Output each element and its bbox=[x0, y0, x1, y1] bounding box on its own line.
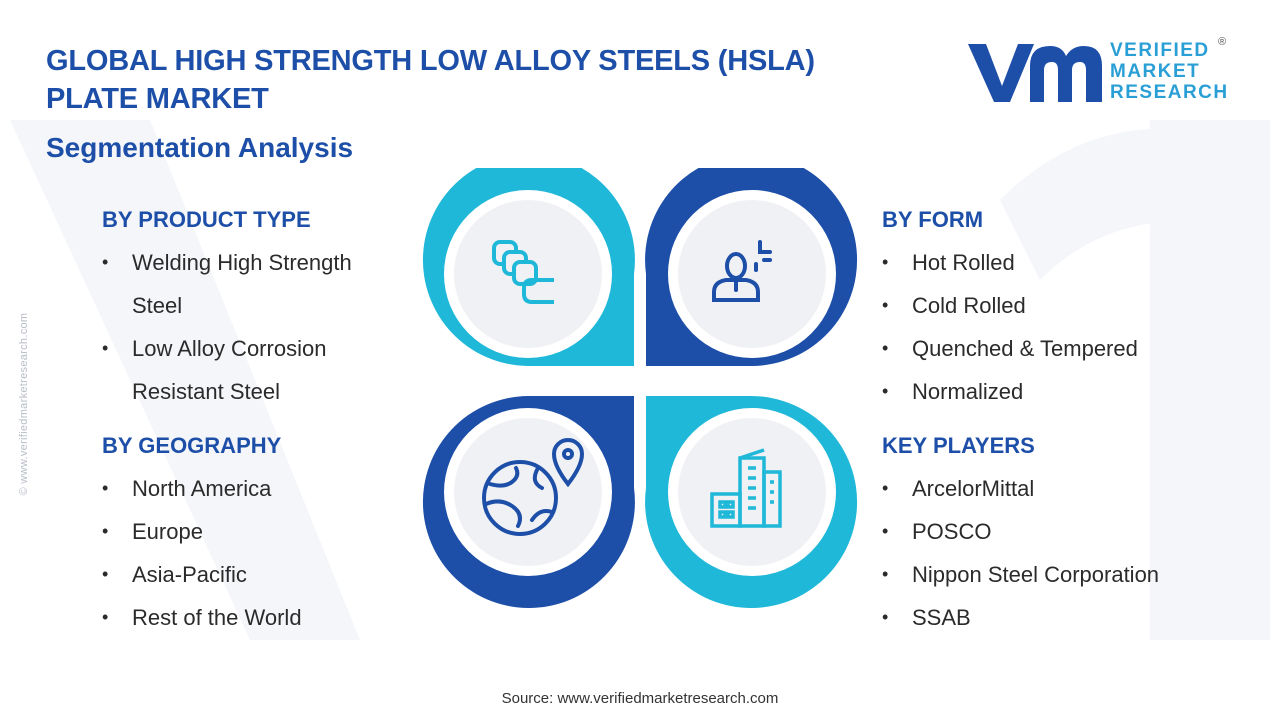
vmr-logo-mark-icon bbox=[968, 44, 1102, 102]
list-item: Asia-Pacific bbox=[102, 553, 402, 596]
segment-heading-geography: BY GEOGRAPHY bbox=[102, 433, 282, 458]
list-item: Quenched & Tempered bbox=[882, 327, 1222, 370]
side-watermark-url: © www.verifiedmarketresearch.com bbox=[18, 312, 30, 496]
list-item: Cold Rolled bbox=[882, 284, 1222, 327]
segment-heading-key-players: KEY PLAYERS bbox=[882, 433, 1035, 458]
user-with-signal-icon bbox=[712, 240, 772, 302]
stacked-plates-icon bbox=[492, 240, 554, 304]
list-item: Europe bbox=[102, 510, 402, 553]
list-item: Nippon Steel Corporation bbox=[882, 553, 1222, 596]
petal-top-right bbox=[645, 168, 858, 366]
logo-text: VERIFIED MARKET RESEARCH bbox=[1110, 40, 1229, 103]
logo-line-verified: VERIFIED bbox=[1110, 40, 1210, 61]
page-subtitle: Segmentation Analysis bbox=[46, 132, 354, 163]
petal-bottom-left bbox=[422, 396, 635, 608]
list-item: SSAB bbox=[882, 596, 1222, 639]
list-item: Rest of the World bbox=[102, 596, 402, 639]
list-item: North America bbox=[102, 467, 402, 510]
segmentation-petal-graphic bbox=[422, 168, 858, 608]
globe-location-icon bbox=[482, 438, 585, 536]
segment-heading-product-type: BY PRODUCT TYPE bbox=[102, 207, 311, 232]
list-item: Welding High Strength Steel bbox=[102, 241, 402, 327]
segment-product-type: BY PRODUCT TYPE Welding High Strength St… bbox=[102, 207, 402, 413]
logo-line-market: MARKET bbox=[1110, 61, 1201, 82]
segment-heading-form: BY FORM bbox=[882, 207, 984, 232]
brand-logo: VERIFIED MARKET RESEARCH ® bbox=[964, 36, 1234, 108]
list-item: POSCO bbox=[882, 510, 1222, 553]
logo-line-research: RESEARCH bbox=[1110, 82, 1229, 103]
segment-geography: BY GEOGRAPHY North America Europe Asia-P… bbox=[102, 433, 402, 639]
segment-form: BY FORM Hot Rolled Cold Rolled Quenched … bbox=[882, 207, 1222, 413]
page-title: GLOBAL HIGH STRENGTH LOW ALLOY STEELS (H… bbox=[46, 45, 815, 115]
list-item: Normalized bbox=[882, 370, 1222, 413]
source-footer: Source: www.verifiedmarketresearch.com bbox=[501, 690, 779, 707]
city-buildings-icon bbox=[710, 448, 782, 528]
petal-bottom-right bbox=[645, 396, 858, 608]
list-item: ArcelorMittal bbox=[882, 467, 1222, 510]
list-item: Low Alloy Corrosion Resistant Steel bbox=[102, 327, 402, 413]
segment-key-players: KEY PLAYERS ArcelorMittal POSCO Nippon S… bbox=[882, 433, 1222, 639]
list-item: Hot Rolled bbox=[882, 241, 1222, 284]
registered-mark: ® bbox=[1218, 36, 1227, 48]
